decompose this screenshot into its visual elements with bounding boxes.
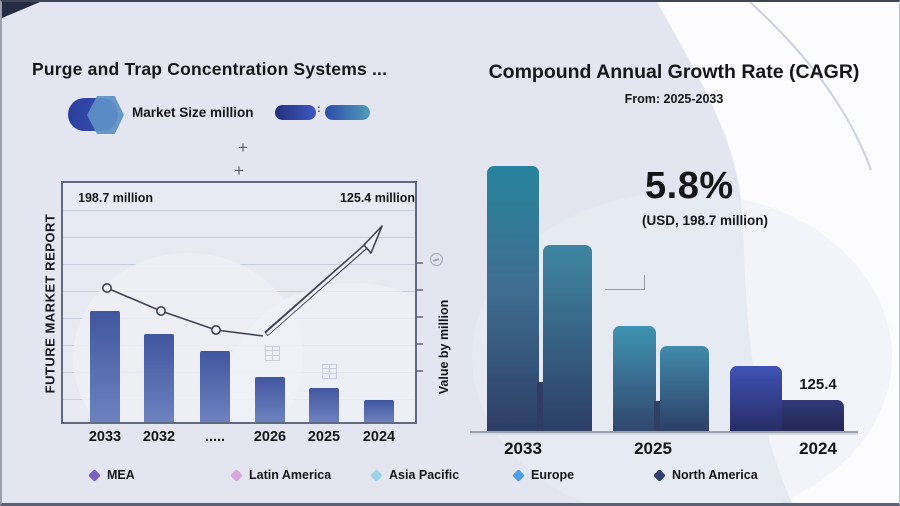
bar-group-2024 xyxy=(730,366,844,431)
x-label: 2033 xyxy=(88,429,122,445)
north-america-diamond-icon xyxy=(653,468,666,482)
bar-2025-secondary xyxy=(660,346,709,431)
ratio-pill-left xyxy=(275,105,316,120)
right-panel-title: Compound Annual Growth Rate (CAGR) xyxy=(488,61,860,83)
gridline xyxy=(63,210,415,211)
asia-pacific-diamond-icon xyxy=(370,468,383,482)
circle-minus-icon xyxy=(430,253,443,266)
axis-tick xyxy=(417,316,423,318)
right-panel-subtitle: From: 2025-2033 xyxy=(624,92,724,106)
legend-label: North America xyxy=(672,468,758,482)
x-axis xyxy=(470,431,858,433)
legend-label: Latin America xyxy=(249,468,332,482)
bar-2024-primary xyxy=(730,366,782,431)
bar-2033-secondary xyxy=(543,245,592,431)
x-label: 2024 xyxy=(799,439,837,458)
latin-america-diamond-icon xyxy=(230,468,243,482)
grid-watermark-icon xyxy=(322,364,337,379)
metric-label: Market Size million xyxy=(132,105,254,120)
plus-icon: + xyxy=(238,138,248,157)
start-value-label: 198.7 million xyxy=(78,191,154,205)
bar-2026 xyxy=(255,377,285,422)
legend-item-latin-america: Latin America xyxy=(230,468,332,482)
bar-2033 xyxy=(90,311,120,422)
ratio-pill-right xyxy=(325,105,370,120)
x-label: ..... xyxy=(204,429,226,445)
axis-tick xyxy=(417,289,423,291)
x-label: 2025 xyxy=(634,439,672,458)
left-chart-frame xyxy=(61,181,417,424)
bar-group-2025 xyxy=(613,326,709,431)
cagr-detail: (USD, 198.7 million) xyxy=(642,213,769,228)
x-label: 2033 xyxy=(504,439,542,458)
bar-2033-primary xyxy=(487,166,539,431)
axis-tick xyxy=(417,343,423,345)
legend-item-asia-pacific: Asia Pacific xyxy=(370,468,460,482)
legend-item-north-america: North America xyxy=(653,468,758,482)
bar-2025 xyxy=(309,388,339,422)
bar-dots xyxy=(200,351,230,422)
bar-group-2033 xyxy=(487,166,592,431)
x-label: 2025 xyxy=(307,429,341,445)
cagr-value: 5.8% xyxy=(645,165,734,207)
mea-diamond-icon xyxy=(88,468,101,482)
legend-item-mea: MEA xyxy=(88,468,135,482)
axis-tick xyxy=(417,370,423,372)
bar-2033-joint xyxy=(537,382,545,431)
y-axis-label: Value by million xyxy=(437,299,451,395)
legend-label: Europe xyxy=(531,468,575,482)
europe-diamond-icon xyxy=(512,468,525,482)
bar-2025-primary xyxy=(613,326,656,431)
x-label: 2026 xyxy=(253,429,287,445)
gridline xyxy=(63,237,415,238)
axis-tick xyxy=(417,262,423,264)
ratio-separator: : xyxy=(317,103,321,115)
bar-2024-secondary xyxy=(782,400,844,431)
plus-icon: + xyxy=(234,161,244,180)
bar-value-label: 125.4 xyxy=(799,376,837,393)
future-market-report-watermark: FUTURE MARKET REPORT xyxy=(42,213,58,394)
step-bracket-decoration xyxy=(605,275,645,290)
bar-2024 xyxy=(364,400,394,422)
legend-item-europe: Europe xyxy=(512,468,575,482)
grid-watermark-icon xyxy=(265,346,280,361)
x-label: 2024 xyxy=(362,429,396,445)
bar-2025-joint xyxy=(654,401,662,431)
legend-label: Asia Pacific xyxy=(389,468,460,482)
end-value-label: 125.4 million xyxy=(339,191,415,205)
trend-line-arrow xyxy=(101,225,383,337)
x-label: 2032 xyxy=(142,429,176,445)
corner-accent xyxy=(2,2,40,18)
bar-2032 xyxy=(144,334,174,422)
left-panel-title: Purge and Trap Concentration Systems ... xyxy=(32,59,388,79)
legend-label: MEA xyxy=(107,468,135,482)
